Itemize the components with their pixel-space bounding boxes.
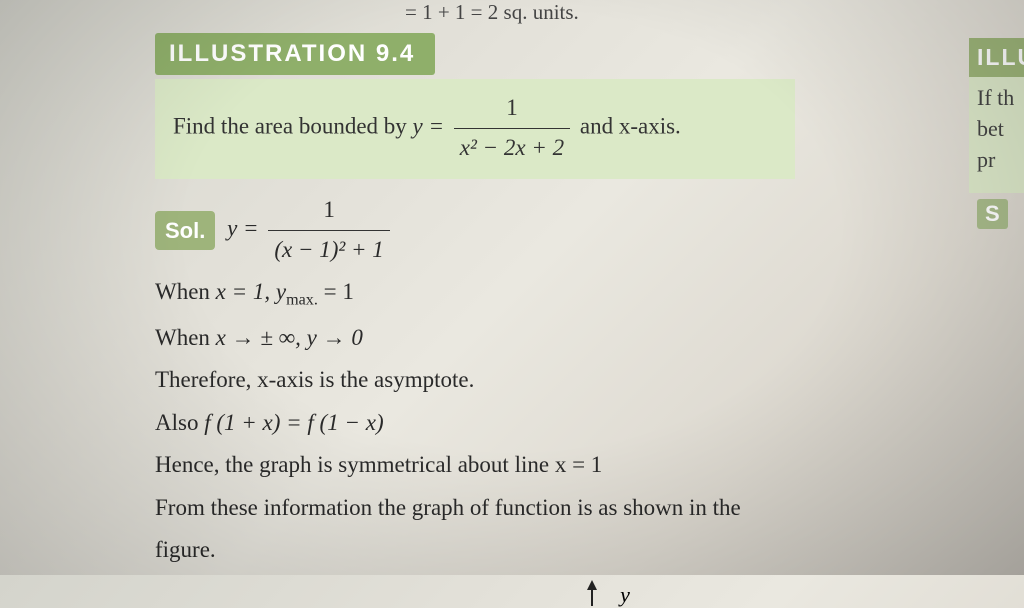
problem-eq-lhs: y = [413,113,450,138]
prev-result-line: = 1 + 1 = 2 sq. units. [405,0,579,25]
solution-line-5: Hence, the graph is symmetrical about li… [155,448,875,483]
problem-suffix: and x-axis. [574,113,681,138]
sol-frac-numerator: 1 [268,193,389,231]
sol-fraction: 1(x − 1)² + 1 [268,193,389,267]
y-axis-arrow: y [245,578,965,608]
illustration-banner: ILLUSTRATION 9.4 [155,33,435,75]
l2-when: When [155,325,216,350]
l1-tail: = 1 [318,279,354,304]
solution-line-7: figure. [155,533,875,568]
problem-frac-denominator: x² − 2x + 2 [454,129,570,166]
l1-eq: x = 1, y [216,279,286,304]
l4-also: Also [155,410,204,435]
problem-prefix: Find the area bounded by [173,113,413,138]
l1-when: When [155,279,216,304]
solution-line-3: Therefore, x-axis is the asymptote. [155,363,875,398]
sol-eq-lhs: y = [227,215,264,240]
next-sol-fragment: S [977,199,1008,229]
l4-eq: f (1 + x) = f (1 − x) [204,410,383,435]
solution-line-2: When x → ± ∞, y → 0 [155,321,875,356]
problem-statement: Find the area bounded by y = 1x² − 2x + … [155,79,795,179]
l1-sub: max. [286,292,318,309]
solution-label: Sol. [155,211,215,250]
next-line-1: If th [977,83,1024,114]
problem-frac-numerator: 1 [454,91,570,129]
solution-line-6: From these information the graph of func… [155,491,875,526]
next-line-3: pr [977,145,1024,176]
l2-eq: x → ± ∞, y → 0 [216,325,363,350]
problem-fraction: 1x² − 2x + 2 [454,91,570,165]
sol-frac-denominator: (x − 1)² + 1 [268,231,389,268]
next-banner-fragment: ILLU [969,38,1024,77]
solution-line-4: Also f (1 + x) = f (1 − x) [155,406,875,441]
solution-line-1: When x = 1, ymax. = 1 [155,275,875,313]
next-line-2: bet [977,114,1024,145]
next-page-peek: ILLU If th bet pr S [969,38,1024,238]
y-axis-label: y [620,582,630,607]
